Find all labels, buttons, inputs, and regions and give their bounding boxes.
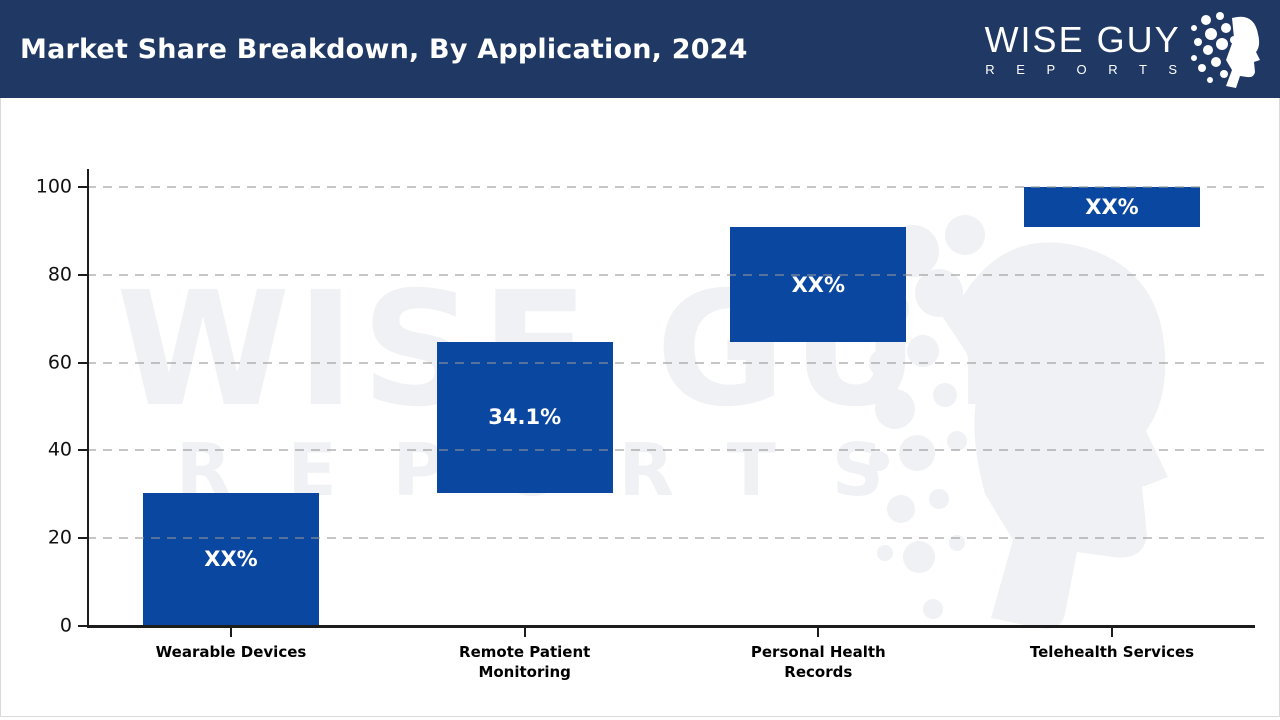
y-tick-label: 40 [47, 438, 72, 461]
y-tick-label: 100 [35, 175, 72, 198]
y-tick-label: 80 [47, 263, 72, 286]
x-tick [523, 628, 526, 637]
logo-wordmark: WISE GUY [984, 18, 1181, 60]
page-title: Market Share Breakdown, By Application, … [20, 33, 748, 65]
x-category-label: Personal Health Records [750, 643, 886, 682]
x-category-label: Telehealth Services [1029, 643, 1195, 661]
x-tick [230, 628, 232, 637]
x-category-label: Remote Patient Monitoring [459, 643, 591, 682]
y-tick [78, 361, 87, 364]
y-tick [78, 537, 87, 540]
wise-guy-logo: WISE GUY R E P O R T S [979, 6, 1280, 92]
x-axis-line [87, 625, 1255, 628]
bar-value-label: 34.1% [488, 405, 562, 430]
bar-segment [143, 492, 319, 626]
y-axis-line [87, 169, 89, 628]
bar-segment [436, 342, 613, 493]
y-tick-label: 20 [47, 526, 72, 549]
x-tick [817, 628, 820, 637]
watermark-head-icon [869, 215, 1168, 629]
header: Market Share Breakdown, By Application, … [0, 0, 1280, 98]
y-tick [78, 449, 87, 452]
logo-head-icon [1191, 12, 1260, 88]
bar-segment [730, 226, 907, 343]
y-tick-label: 60 [47, 351, 72, 374]
gridline-80 [87, 273, 1265, 276]
y-tick [78, 186, 87, 188]
bar-value-label: XX% [1085, 194, 1139, 219]
y-tick-label: 0 [59, 614, 72, 637]
bar-segment [1024, 187, 1200, 227]
bar-value-label: XX% [204, 547, 258, 572]
x-category-label: Wearable Devices [155, 643, 307, 661]
y-tick [78, 625, 87, 627]
gridline-40 [87, 449, 1265, 452]
gridline-60 [87, 361, 1265, 364]
gridline-100 [87, 186, 1265, 188]
gridline-20 [87, 537, 1265, 540]
logo-subtext: R E P O R T S [985, 61, 1186, 77]
y-tick [78, 273, 87, 276]
x-tick [1111, 628, 1113, 637]
logo-text: WISE GUY R E P O R T S [979, 18, 1186, 77]
bar-value-label: XX% [791, 272, 846, 297]
